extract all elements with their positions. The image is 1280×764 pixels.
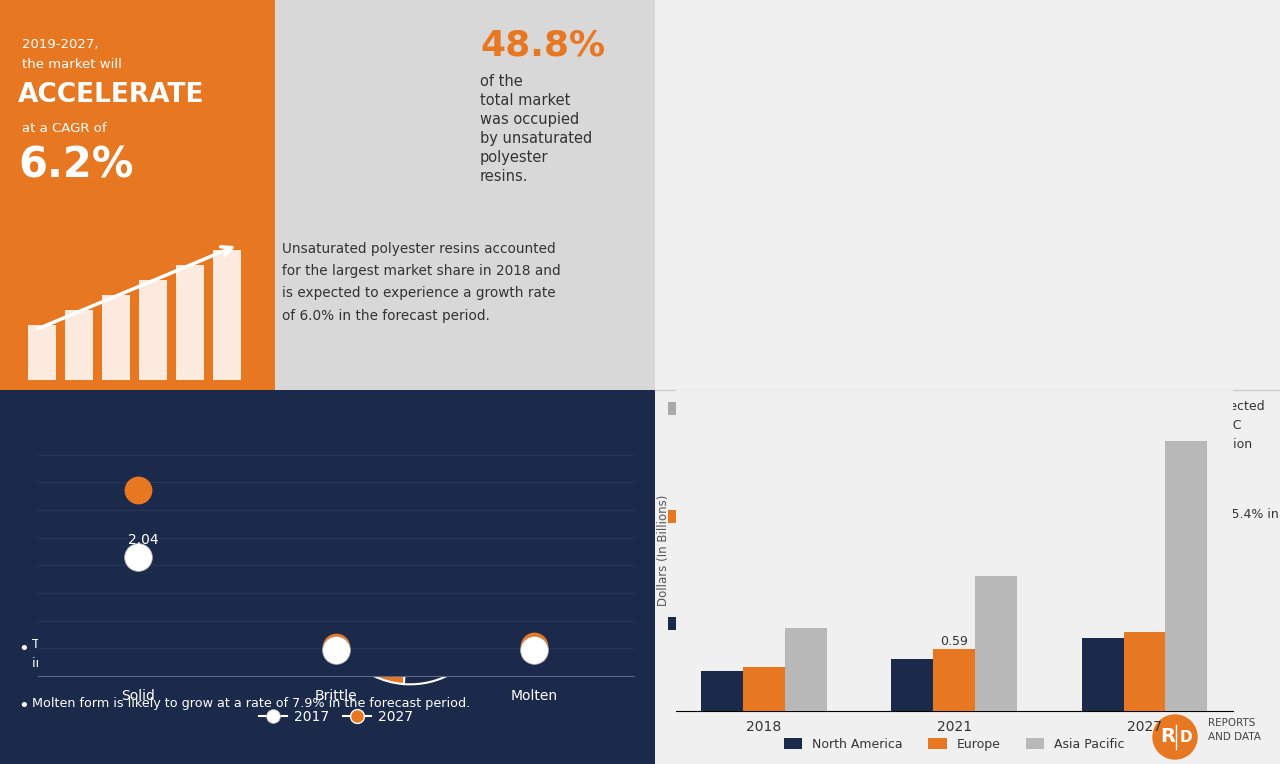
Bar xyxy=(668,617,681,630)
Wedge shape xyxy=(404,618,489,685)
Wedge shape xyxy=(436,529,483,574)
Text: polyester: polyester xyxy=(480,150,549,165)
Text: the market will: the market will xyxy=(22,58,122,71)
Text: •: • xyxy=(18,697,28,715)
Text: The market in the Asia Pacific region held the largest market share in 2018 and : The market in the Asia Pacific region he… xyxy=(690,400,1265,469)
Bar xyxy=(1124,632,1166,711)
Wedge shape xyxy=(410,515,431,552)
Text: of the: of the xyxy=(480,74,522,89)
Text: resins.: resins. xyxy=(480,169,529,184)
Bar xyxy=(655,0,1280,764)
Text: ACCELERATE: ACCELERATE xyxy=(18,82,205,108)
Bar xyxy=(28,325,56,380)
Text: 0.59: 0.59 xyxy=(941,636,968,649)
Bar xyxy=(212,250,241,380)
Bar xyxy=(102,295,131,380)
Bar xyxy=(0,390,655,764)
Bar xyxy=(742,667,785,711)
Point xyxy=(325,644,346,656)
Text: D: D xyxy=(1180,730,1192,744)
Wedge shape xyxy=(452,555,495,632)
Bar xyxy=(1166,442,1207,711)
Wedge shape xyxy=(325,515,411,684)
Bar xyxy=(275,0,655,390)
Text: 2.04: 2.04 xyxy=(128,533,159,547)
Bar xyxy=(177,265,204,380)
Text: 6.2%: 6.2% xyxy=(18,144,133,186)
Text: Molten form is likely to grow at a rate of 7.9% in the forecast period.: Molten form is likely to grow at a rate … xyxy=(32,697,470,710)
Text: by unsaturated: by unsaturated xyxy=(480,131,593,146)
Text: Europe held the second-largest market share in 2018 and is likely to grow at a r: Europe held the second-largest market sh… xyxy=(690,508,1280,521)
Legend: North America, Europe, Asia Pacific: North America, Europe, Asia Pacific xyxy=(778,733,1130,756)
Bar xyxy=(975,576,1018,711)
Bar xyxy=(668,402,681,415)
Wedge shape xyxy=(422,518,457,558)
Point xyxy=(128,551,147,563)
Bar xyxy=(891,659,933,711)
Point xyxy=(525,644,545,656)
Text: total market: total market xyxy=(480,93,571,108)
Bar xyxy=(701,672,742,711)
Text: REPORTS
AND DATA: REPORTS AND DATA xyxy=(1208,718,1261,742)
Legend: 2017, 2027: 2017, 2027 xyxy=(253,704,419,730)
Bar xyxy=(668,510,681,523)
Text: 48.8%: 48.8% xyxy=(480,28,605,62)
Text: •: • xyxy=(18,640,28,658)
Circle shape xyxy=(1153,715,1197,759)
Bar xyxy=(1082,638,1124,711)
Text: at a CAGR of: at a CAGR of xyxy=(22,122,106,135)
Text: The solid form of maleic anhydride contributed to the largest market share
in 20: The solid form of maleic anhydride contr… xyxy=(32,638,512,671)
Point xyxy=(525,639,545,652)
Text: North America is likely to witness a growth rate of 5.9% in the period 2019-2027: North America is likely to witness a gro… xyxy=(690,615,1199,628)
Text: was occupied: was occupied xyxy=(480,112,580,127)
Bar xyxy=(933,649,975,711)
Bar xyxy=(140,280,166,380)
Bar xyxy=(65,310,93,380)
Text: Unsaturated polyester resins accounted
for the largest market share in 2018 and
: Unsaturated polyester resins accounted f… xyxy=(282,242,561,322)
Bar xyxy=(785,628,827,711)
Text: R: R xyxy=(1161,727,1175,746)
Text: 2019-2027,: 2019-2027, xyxy=(22,38,99,51)
Bar xyxy=(0,0,275,390)
Point xyxy=(325,641,346,653)
Y-axis label: Dollars (In Billions): Dollars (In Billions) xyxy=(658,494,671,606)
FancyArrowPatch shape xyxy=(37,247,232,329)
Point xyxy=(128,484,147,496)
